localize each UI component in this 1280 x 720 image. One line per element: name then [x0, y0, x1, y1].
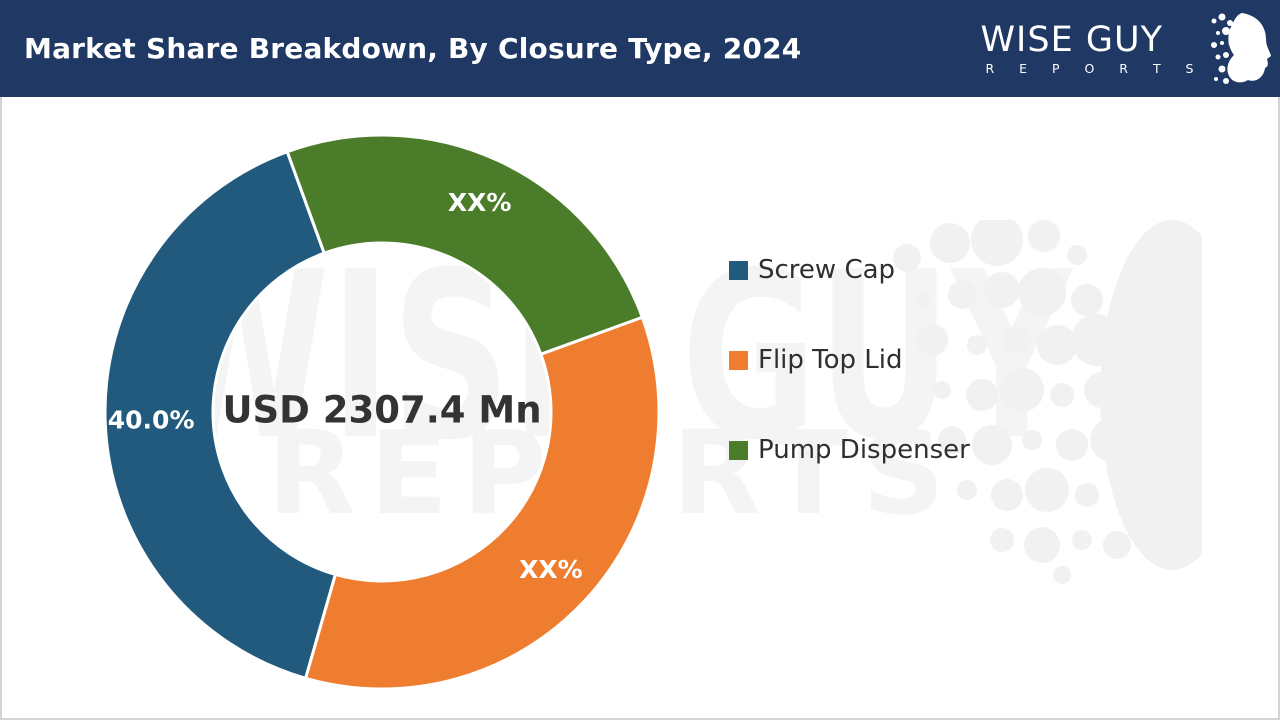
legend-swatch-screw-cap: [729, 260, 748, 280]
legend-item-pump-dispenser: Pump Dispenser: [729, 435, 970, 465]
legend: Screw Cap Flip Top Lid Pump Dispenser: [729, 255, 970, 465]
legend-swatch-flip-top-lid: [729, 350, 748, 370]
wiseguy-wordmark: WISE GUY: [980, 20, 1163, 61]
legend-item-screw-cap: Screw Cap: [729, 255, 970, 285]
legend-label: Pump Dispenser: [758, 435, 970, 465]
donut-slice-screw-cap: [103, 150, 337, 680]
donut-chart: 40.0% XX% XX% USD 2307.4 Mn: [103, 133, 661, 691]
center-value-label: USD 2307.4 Mn: [222, 389, 541, 432]
legend-swatch-pump-dispenser: [729, 440, 748, 460]
watermark-face-dots-icon: [893, 220, 1202, 584]
logo-face-icon: [1211, 13, 1271, 84]
slice-percentage-label: XX%: [448, 188, 512, 217]
donut-slice-pump-dispenser: [285, 133, 644, 356]
slice-percentage-label: 40.0%: [108, 406, 195, 435]
reports-wordmark: R E P O R T S: [985, 60, 1204, 76]
brand-logo: WISE GUY R E P O R T S: [980, 8, 1272, 90]
slice-percentage-label: XX%: [519, 555, 583, 584]
legend-label: Flip Top Lid: [758, 345, 903, 375]
header-bar: Market Share Breakdown, By Closure Type,…: [0, 0, 1280, 97]
page-title: Market Share Breakdown, By Closure Type,…: [24, 32, 802, 65]
legend-item-flip-top-lid: Flip Top Lid: [729, 345, 970, 375]
legend-label: Screw Cap: [758, 255, 896, 285]
donut-slice-flip-top-lid: [304, 315, 661, 691]
brand-wordmark: WISE GUY R E P O R T S: [980, 22, 1204, 76]
